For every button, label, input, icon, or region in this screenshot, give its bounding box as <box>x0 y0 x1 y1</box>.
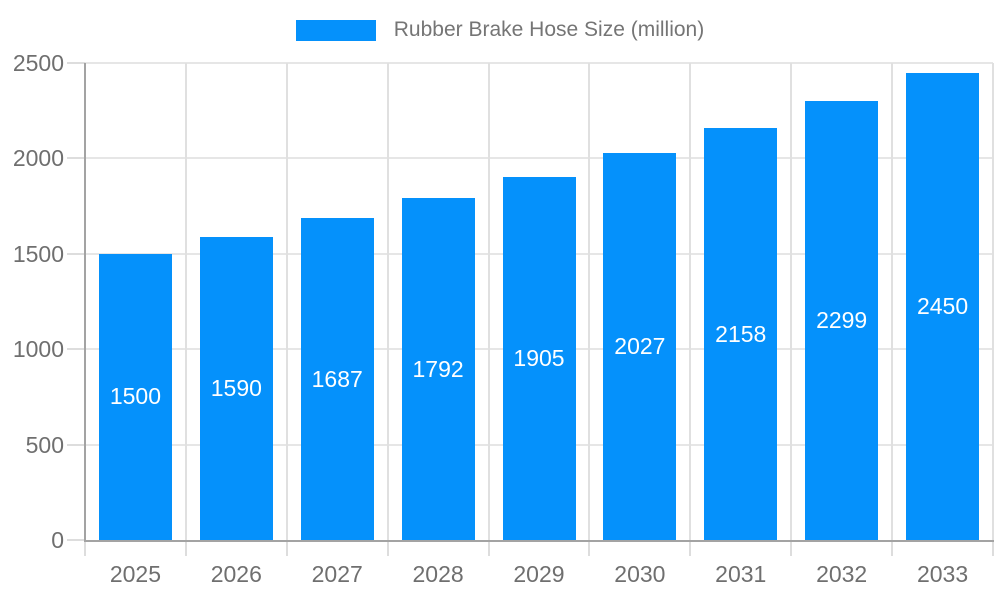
bar: 1905 <box>502 176 576 540</box>
v-gridline <box>891 63 894 540</box>
x-tick-label: 2032 <box>816 561 868 587</box>
y-tick-label: 500 <box>25 431 64 458</box>
bar: 2450 <box>906 72 980 540</box>
x-tick-mark <box>790 542 793 556</box>
legend: Rubber Brake Hose Size (million) <box>0 18 1000 42</box>
y-tick-label: 2500 <box>12 50 64 76</box>
x-tick-mark <box>184 542 187 556</box>
legend-swatch <box>295 19 376 41</box>
x-tick-label: 2029 <box>513 561 565 587</box>
x-tick-mark <box>386 542 389 556</box>
x-tick-label: 2028 <box>412 561 464 587</box>
bar-value-label: 1792 <box>412 355 464 382</box>
bar: 1590 <box>199 236 273 540</box>
bar: 2027 <box>603 153 677 540</box>
y-tick-label: 2000 <box>12 145 64 172</box>
y-tick-label: 0 <box>51 527 64 553</box>
bar-value-label: 1590 <box>210 374 262 401</box>
v-gridline <box>386 63 389 540</box>
bar: 2299 <box>805 101 879 540</box>
h-gridline <box>85 62 993 64</box>
bar-value-label: 1500 <box>109 383 162 410</box>
bar-value-label: 2450 <box>916 292 969 319</box>
bar-value-label: 1687 <box>311 365 363 392</box>
y-tick-mark <box>67 443 85 446</box>
y-tick-mark <box>67 539 85 541</box>
bar: 1687 <box>300 218 374 540</box>
v-gridline <box>992 63 994 540</box>
x-tick-mark <box>285 542 288 556</box>
x-tick-mark <box>891 542 894 556</box>
x-tick-mark <box>487 542 490 556</box>
y-tick-label: 1500 <box>12 240 64 267</box>
v-gridline <box>184 63 187 540</box>
bar-value-label: 1905 <box>513 344 565 371</box>
x-tick-label: 2027 <box>311 561 363 587</box>
y-tick-mark <box>67 252 85 255</box>
x-tick-label: 2033 <box>916 561 969 587</box>
h-gridline <box>85 157 993 160</box>
x-tick-mark <box>992 542 994 556</box>
v-gridline <box>487 63 490 540</box>
x-tick-label: 2026 <box>210 561 262 587</box>
x-tick-mark <box>588 542 591 556</box>
bar-value-label: 2299 <box>816 307 868 334</box>
legend-label: Rubber Brake Hose Size (million) <box>393 18 705 41</box>
y-axis-line <box>84 63 86 542</box>
v-gridline <box>790 63 793 540</box>
x-tick-label: 2030 <box>614 561 666 587</box>
y-tick-mark <box>67 348 85 351</box>
v-gridline <box>285 63 288 540</box>
x-tick-label: 2025 <box>109 561 162 587</box>
bar-value-label: 2158 <box>715 320 767 347</box>
x-tick-mark <box>689 542 692 556</box>
x-tick-label: 2031 <box>715 561 767 587</box>
x-tick-mark <box>84 542 86 556</box>
y-tick-label: 1000 <box>12 336 64 363</box>
bar: 1500 <box>98 253 172 540</box>
x-axis-line <box>84 540 994 542</box>
v-gridline <box>588 63 591 540</box>
bar: 1792 <box>401 198 475 540</box>
y-tick-mark <box>67 157 85 160</box>
bar: 2158 <box>704 128 778 540</box>
y-tick-mark <box>67 62 85 64</box>
bar-value-label: 2027 <box>614 333 666 360</box>
v-gridline <box>689 63 692 540</box>
